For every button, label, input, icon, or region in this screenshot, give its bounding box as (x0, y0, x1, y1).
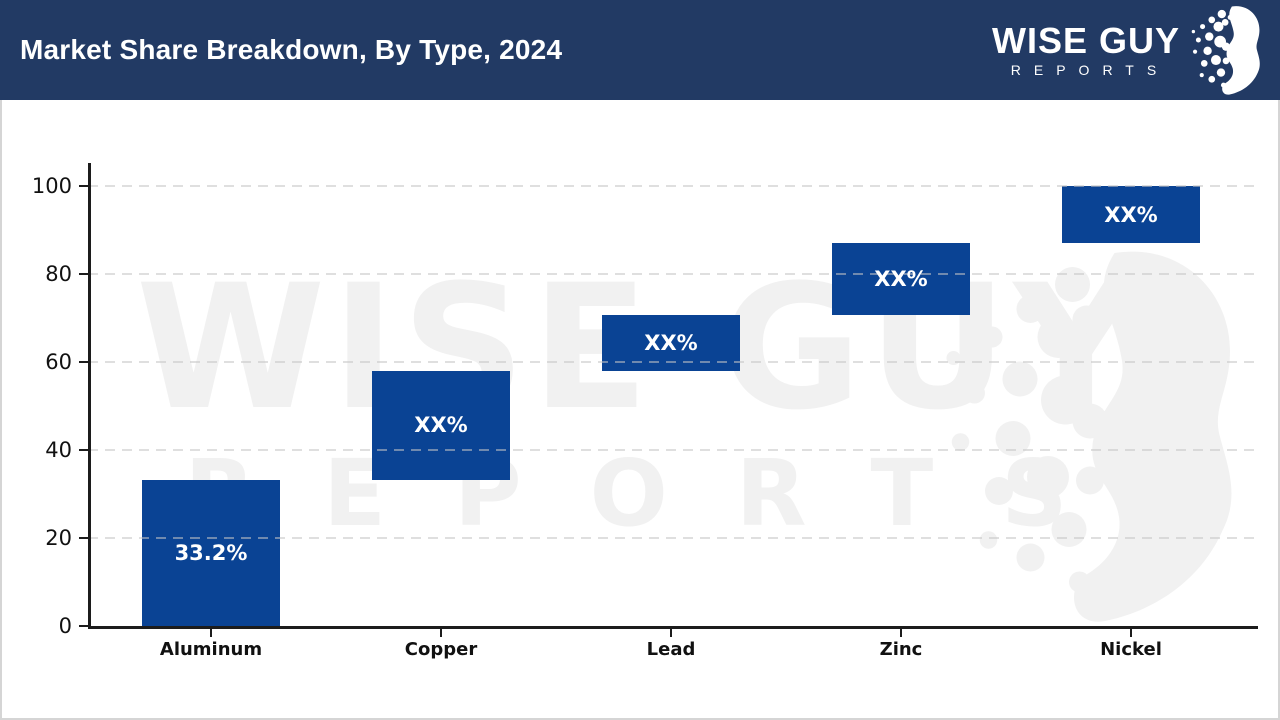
y-tick-label: 100 (31, 174, 72, 198)
bar-copper (372, 370, 510, 480)
bar-value-label: XX% (874, 267, 928, 292)
bar-value-label: XX% (644, 330, 698, 355)
x-tick-copper (440, 628, 442, 637)
logo-wordmark: WISE GUY (991, 20, 1180, 61)
gridline-60 (88, 361, 1258, 363)
y-tick-0 (79, 625, 88, 627)
bar-value-label: 33.2% (174, 540, 248, 565)
wise-guy-reports-logo: WISE GUY REPORTS (992, 4, 1280, 96)
y-tick-80 (79, 273, 88, 275)
bar-aluminum (142, 479, 280, 626)
y-tick-label: 80 (45, 262, 72, 286)
page-title: Market Share Breakdown, By Type, 2024 (20, 34, 563, 65)
y-tick-40 (79, 449, 88, 451)
gridline-100 (88, 185, 1258, 187)
x-axis-line (88, 626, 1258, 629)
category-label-aluminum: Aluminum (159, 639, 263, 660)
header-bar: Market Share Breakdown, By Type, 2024 WI… (0, 0, 1280, 100)
bar-value-label: XX% (1104, 202, 1158, 227)
y-tick-label: 60 (45, 350, 72, 374)
category-label-nickel: Nickel (1100, 639, 1162, 660)
y-tick-100 (79, 185, 88, 187)
category-label-lead: Lead (646, 639, 696, 660)
y-tick-label: 40 (45, 438, 72, 462)
x-tick-nickel (1130, 628, 1132, 637)
x-tick-zinc (900, 628, 902, 637)
y-tick-label: 20 (45, 526, 72, 550)
dotted-face-logo-icon (1191, 6, 1260, 95)
bar-nickel (1062, 186, 1200, 244)
y-tick-20 (79, 537, 88, 539)
content-frame-border (0, 100, 1280, 720)
x-tick-aluminum (210, 628, 212, 637)
logo-subtitle: REPORTS (1010, 62, 1170, 78)
y-tick-60 (79, 361, 88, 363)
gridline-20 (88, 537, 1258, 539)
bar-zinc (832, 243, 970, 315)
y-axis-line (88, 163, 91, 629)
bar-value-label: XX% (414, 413, 468, 438)
gridline-40 (88, 449, 1258, 451)
logo-text: WISE GUY REPORTS (991, 20, 1180, 78)
x-tick-lead (670, 628, 672, 637)
gridline-80 (88, 273, 1258, 275)
category-label-zinc: Zinc (879, 639, 923, 660)
y-tick-label: 0 (58, 614, 72, 638)
category-label-copper: Copper (404, 639, 478, 660)
